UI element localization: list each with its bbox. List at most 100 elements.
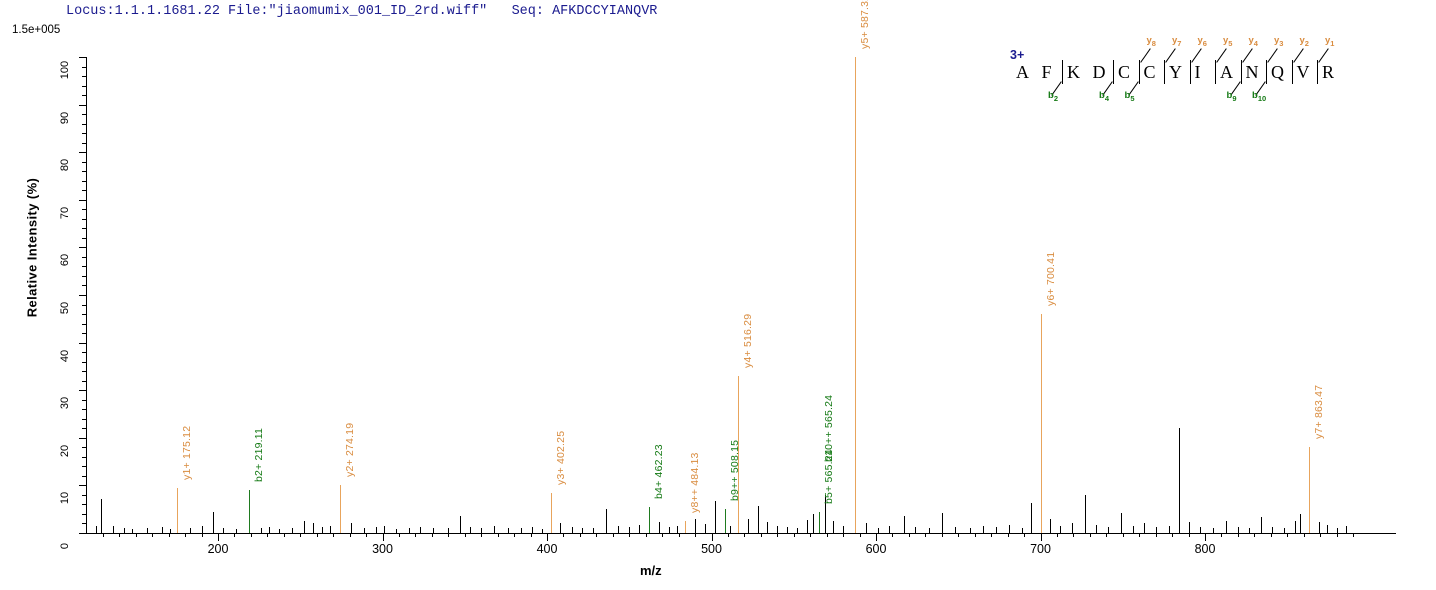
x-tick-minor: [1155, 533, 1157, 537]
peak-unassigned: [292, 528, 294, 533]
x-tick-minor: [662, 533, 664, 537]
x-tick-major: [876, 533, 877, 541]
y-tick-minor: [82, 456, 86, 458]
peak-unassigned: [459, 515, 461, 533]
y-tick-minor: [82, 504, 86, 506]
peak-unassigned: [364, 528, 366, 533]
peak-unassigned: [668, 527, 670, 533]
peak-unassigned: [395, 528, 397, 533]
y-tick-minor: [82, 314, 86, 316]
x-tick-minor: [349, 533, 351, 537]
peak-unassigned: [1121, 513, 1123, 533]
y-tick-label: 60: [59, 254, 71, 267]
x-tick-minor: [1237, 533, 1239, 537]
peak-unassigned: [969, 528, 971, 533]
peak-unassigned: [658, 521, 660, 533]
sequence-residue: D: [1092, 62, 1106, 82]
peak-unassigned: [408, 528, 410, 533]
peak-unassigned: [260, 527, 262, 533]
peak-b10plusplus: [818, 511, 820, 533]
y-tick-minor: [82, 76, 86, 78]
peak-unassigned: [278, 528, 280, 533]
peak-unassigned: [96, 526, 98, 533]
peak-unassigned: [996, 527, 998, 533]
x-tick-minor: [300, 533, 302, 537]
peak-unassigned: [1009, 525, 1011, 533]
x-tick-minor: [398, 533, 400, 537]
y-tick-minor: [82, 323, 86, 325]
sequence-residue: Q: [1271, 62, 1284, 82]
peak-unassigned: [729, 526, 731, 533]
x-tick-minor: [563, 533, 565, 537]
x-tick-label: 600: [865, 542, 887, 556]
y-tick-minor: [82, 466, 86, 468]
x-tick-minor: [168, 533, 170, 537]
x-tick-minor: [431, 533, 433, 537]
x-tick-minor: [1056, 533, 1058, 537]
y-tick-label: 100: [59, 60, 71, 80]
ion-label-b5: b5: [1124, 90, 1135, 103]
x-tick-minor: [316, 533, 318, 537]
peak-label-y8plusplus: y8++ 484.13: [689, 452, 702, 514]
x-tick-minor: [185, 533, 187, 537]
y-tick-minor: [82, 180, 86, 182]
y-tick-label: 70: [59, 206, 71, 219]
x-tick-minor: [333, 533, 335, 537]
y-max-annotation: 1.5e+005: [12, 24, 61, 36]
sequence-residue: C: [1143, 62, 1156, 82]
peak-unassigned: [954, 527, 956, 533]
x-tick-minor: [366, 533, 368, 537]
x-tick-minor: [777, 533, 779, 537]
x-tick-minor: [234, 533, 236, 537]
peak-unassigned: [593, 527, 595, 533]
peak-unassigned: [941, 513, 943, 533]
x-tick-minor: [250, 533, 252, 537]
x-tick-minor: [859, 533, 861, 537]
peak-unassigned: [833, 520, 835, 533]
peak-unassigned: [1071, 522, 1073, 533]
peak-unassigned: [236, 528, 238, 533]
peak-unassigned: [1300, 513, 1302, 533]
peak-unassigned: [714, 500, 716, 533]
ion-label-y8: y8: [1146, 35, 1156, 48]
x-tick-minor: [1353, 533, 1355, 537]
peak-unassigned: [1155, 527, 1157, 533]
ion-label-y1: y1: [1325, 35, 1335, 48]
x-tick-minor: [497, 533, 499, 537]
y-tick-minor: [82, 209, 86, 211]
peak-unassigned: [571, 527, 573, 533]
y-tick-major: [79, 533, 86, 534]
y-tick-minor: [82, 428, 86, 430]
x-tick-minor: [925, 533, 927, 537]
x-tick-minor: [678, 533, 680, 537]
peak-unassigned: [1144, 523, 1146, 533]
peak-unassigned: [303, 520, 305, 533]
x-tick-label: 200: [207, 542, 229, 556]
x-tick-minor: [1303, 533, 1305, 537]
y-tick-major: [79, 104, 86, 106]
peak-unassigned: [825, 494, 826, 533]
b-ion-cleavage-bar: [1113, 60, 1114, 84]
peak-label-y3plus: y3+ 402.25: [554, 430, 567, 485]
y-tick-minor: [82, 494, 86, 496]
peak-unassigned: [201, 526, 203, 533]
peak-unassigned: [813, 513, 815, 533]
y-tick-label: 40: [59, 349, 71, 362]
peak-unassigned: [843, 526, 845, 533]
y-tick-minor: [82, 228, 86, 230]
x-tick-minor: [695, 533, 697, 537]
x-tick-minor: [201, 533, 203, 537]
y-tick-minor: [82, 123, 86, 125]
peak-unassigned: [268, 526, 270, 533]
peak-unassigned: [190, 528, 192, 533]
peak-y6plus: [1041, 314, 1043, 533]
peak-unassigned: [1178, 428, 1180, 533]
peak-unassigned: [1107, 527, 1109, 533]
peak-unassigned: [877, 528, 879, 533]
b-ion-cleavage-bar: [1138, 60, 1140, 84]
peak-unassigned: [1022, 528, 1024, 533]
peak-unassigned: [806, 519, 808, 533]
x-tick-minor: [744, 533, 746, 537]
sequence-residue: N: [1245, 62, 1259, 82]
